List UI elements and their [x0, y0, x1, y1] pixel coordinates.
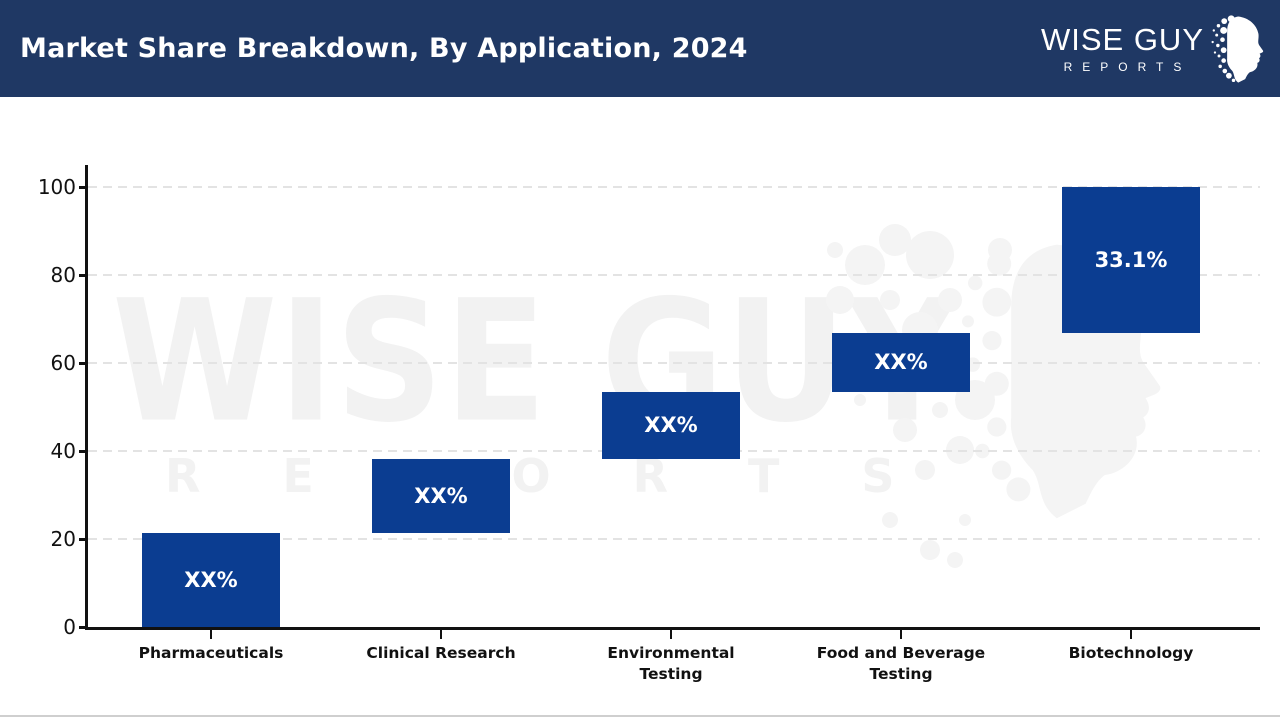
bar: XX%	[372, 458, 510, 534]
brand-wordmark-block: WISE GUY REPORTS	[1041, 23, 1204, 75]
bar-value-label: XX%	[184, 568, 238, 593]
x-category-label: Clinical Research	[326, 643, 556, 664]
x-tick	[440, 630, 442, 639]
brand-logo: WISE GUY REPORTS	[1041, 6, 1266, 92]
x-category-line: Clinical Research	[366, 644, 516, 662]
brand-subtext: REPORTS	[1063, 60, 1192, 74]
x-category-line: Food and Beverage	[816, 644, 986, 662]
y-tick	[79, 274, 88, 277]
x-category-label: Pharmaceuticals	[96, 643, 326, 664]
bar: XX%	[832, 332, 970, 392]
page-title: Market Share Breakdown, By Application, …	[20, 33, 748, 64]
y-tick	[79, 362, 88, 365]
x-tick	[900, 630, 902, 639]
x-axis	[85, 627, 1260, 630]
x-category-line: Biotechnology	[1068, 644, 1194, 662]
x-tick	[210, 630, 212, 639]
x-tick	[1130, 630, 1132, 639]
y-tick	[79, 450, 88, 453]
chart-region: WISE GUY REPORTS 0 20 40 60 80 100 XX% Pharmace…	[0, 97, 1280, 716]
waterfall-chart: 0 20 40 60 80 100 XX% Pharmaceuticals XX% Clinica…	[0, 97, 1280, 716]
bottom-divider	[0, 715, 1280, 717]
bar: XX%	[602, 391, 740, 459]
header-bar: Market Share Breakdown, By Application, …	[0, 0, 1280, 97]
bar: 33.1%	[1062, 187, 1200, 333]
y-tick-label: 20	[50, 527, 76, 551]
bar-value-label: 33.1%	[1094, 247, 1168, 272]
x-tick	[670, 630, 672, 639]
gridline	[88, 274, 1260, 276]
gridline	[88, 538, 1260, 540]
y-tick-label: 40	[50, 439, 76, 463]
x-category-line: Pharmaceuticals	[138, 644, 284, 662]
bar-value-label: XX%	[414, 484, 468, 509]
y-tick	[79, 538, 88, 541]
y-tick-label: 80	[50, 263, 76, 287]
y-tick	[79, 186, 88, 189]
gridline	[88, 362, 1260, 364]
x-category-line: Testing	[639, 665, 703, 683]
y-tick	[79, 626, 88, 629]
x-category-line: Environmental	[607, 644, 735, 662]
gridline	[88, 186, 1260, 188]
bar: XX%	[142, 533, 280, 627]
bar-value-label: XX%	[874, 350, 928, 375]
x-category-label: Food and Beverage Testing	[786, 643, 1016, 685]
x-category-line: Testing	[869, 665, 933, 683]
x-category-label: Biotechnology	[1016, 643, 1246, 664]
brand-wordmark: WISE GUY	[1040, 22, 1204, 57]
bar-value-label: XX%	[644, 413, 698, 438]
y-tick-label: 0	[63, 615, 76, 639]
y-axis	[85, 165, 88, 630]
face-profile-dots-icon	[1211, 15, 1264, 83]
y-tick-label: 60	[50, 351, 76, 375]
y-tick-label: 100	[37, 175, 76, 199]
x-category-label: Environmental Testing	[556, 643, 786, 685]
